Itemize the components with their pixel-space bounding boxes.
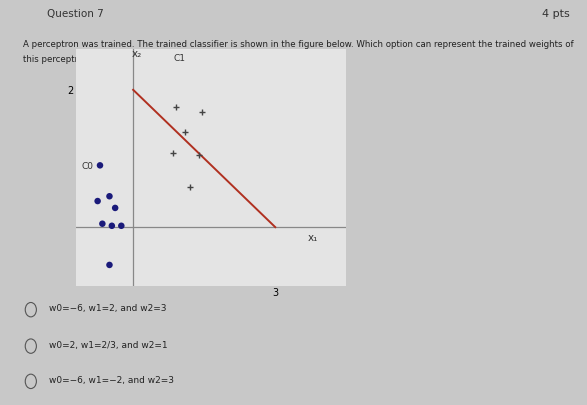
Point	[168, 150, 178, 156]
Text: w0=−6, w1=−2, and w2=3: w0=−6, w1=−2, and w2=3	[49, 376, 174, 385]
Point	[181, 129, 190, 136]
Point	[95, 162, 104, 168]
Point	[93, 198, 102, 204]
Text: C1: C1	[173, 54, 185, 64]
Point	[171, 104, 180, 110]
Point	[185, 184, 195, 191]
Text: C0: C0	[82, 162, 94, 171]
Text: w0=2, w1=2/3, and w2=1: w0=2, w1=2/3, and w2=1	[49, 341, 168, 350]
Text: Question 7: Question 7	[47, 9, 104, 19]
Text: x₂: x₂	[132, 49, 142, 59]
Text: x₁: x₁	[308, 232, 318, 243]
Text: A perceptron was trained. The trained classifier is shown in the figure below. W: A perceptron was trained. The trained cl…	[23, 40, 574, 49]
Text: 4 pts: 4 pts	[542, 9, 569, 19]
Point	[104, 262, 114, 268]
Point	[97, 220, 107, 227]
Point	[197, 109, 207, 115]
Point	[117, 222, 126, 229]
Text: this perceptron?: this perceptron?	[23, 55, 93, 64]
Point	[107, 222, 117, 229]
Point	[110, 205, 120, 211]
Point	[195, 152, 204, 158]
Point	[104, 193, 114, 200]
Text: w0=−6, w1=2, and w2=3: w0=−6, w1=2, and w2=3	[49, 304, 167, 313]
